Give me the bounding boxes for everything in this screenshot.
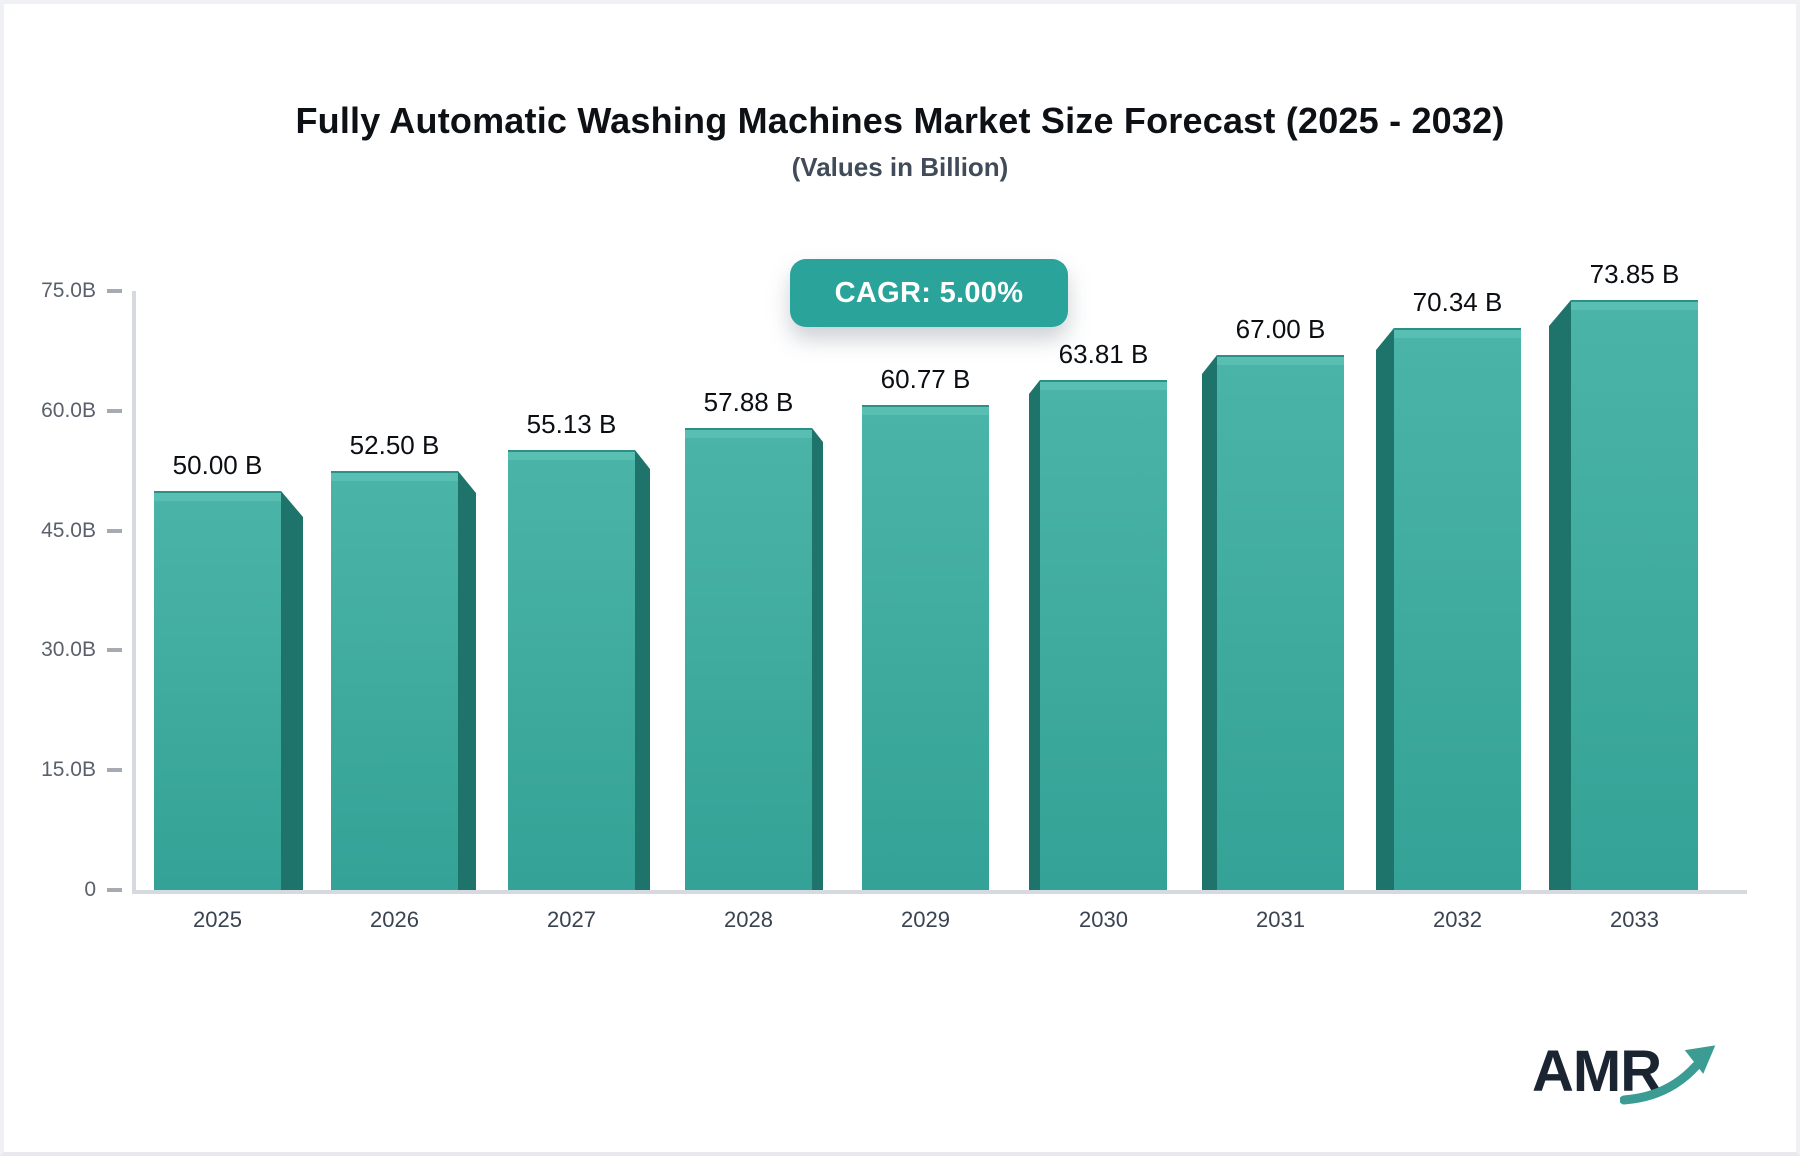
bar-value-label: 67.00 B: [1235, 314, 1326, 344]
x-axis-label: 2031: [1256, 907, 1305, 932]
y-axis-label: 0: [84, 878, 96, 901]
bar-value-label: 73.85 B: [1589, 259, 1680, 289]
bar-side: [635, 450, 650, 890]
y-axis-label: 75.0B: [41, 279, 96, 302]
x-axis-label: 2029: [901, 907, 950, 932]
y-axis-label: 15.0B: [41, 758, 96, 781]
bar-top-face: [331, 471, 458, 481]
x-axis-label: 2026: [370, 907, 419, 932]
bar-value-label: 63.81 B: [1058, 339, 1149, 369]
y-axis-tick: [107, 768, 122, 772]
bar-value-label: 57.88 B: [703, 387, 794, 417]
y-axis-tick: [107, 888, 122, 892]
x-axis-label: 2032: [1433, 907, 1482, 932]
x-axis-line: [132, 890, 1747, 894]
x-axis-label: 2027: [547, 907, 596, 932]
bar-top-face: [862, 405, 989, 415]
bar-value-label: 70.34 B: [1412, 287, 1503, 317]
x-axis-label: 2028: [724, 907, 773, 932]
y-axis-label: 30.0B: [41, 638, 96, 661]
bar-value-label: 55.13 B: [526, 409, 617, 439]
bar-top-face: [685, 428, 812, 438]
bar-side: [458, 471, 476, 890]
y-axis-label: 45.0B: [41, 519, 96, 542]
bar-2030: [1040, 380, 1167, 890]
bar-2025: [154, 491, 281, 890]
y-axis-tick: [107, 648, 122, 652]
bar-top-face: [1217, 355, 1344, 365]
bar-top-face: [1571, 300, 1698, 310]
x-axis-label: 2025: [193, 907, 242, 932]
bar-2026: [331, 471, 458, 890]
bar-2028: [685, 428, 812, 890]
page-title: Fully Automatic Washing Machines Market …: [295, 100, 1505, 141]
bar-side: [1376, 328, 1394, 890]
bar-value-label: 52.50 B: [349, 430, 440, 460]
x-axis-label: 2030: [1079, 907, 1128, 932]
cagr-badge: CAGR: 5.00%: [790, 259, 1068, 327]
bar-2032: [1394, 328, 1521, 890]
y-axis-label: 60.0B: [41, 399, 96, 422]
plot-area: 75.0B 60.0B 45.0B 30.0B 15.0B 0 50.00 B 2025 52.…: [4, 4, 1796, 1152]
bar-top-face: [508, 450, 635, 460]
bar-side: [281, 491, 303, 890]
bar-side: [1029, 380, 1040, 890]
bar-side: [1549, 300, 1571, 890]
bar-top-face: [1394, 328, 1521, 338]
bar-value-label: 50.00 B: [172, 450, 263, 480]
y-axis-tick: [107, 409, 122, 413]
bar-top-face: [1040, 380, 1167, 390]
y-axis-tick: [107, 529, 122, 533]
amr-logo-arrow-icon: [1620, 1045, 1716, 1105]
bar-value-label: 60.77 B: [880, 364, 971, 394]
bar-2027: [508, 450, 635, 890]
y-axis-line: [132, 291, 136, 894]
bar-2029: [862, 405, 989, 890]
bar-side: [812, 428, 823, 890]
cagr-badge-label: CAGR: 5.00%: [834, 276, 1024, 309]
page-subtitle: (Values in Billion): [791, 152, 1009, 182]
x-axis-label: 2033: [1610, 907, 1659, 932]
amr-logo: AMR: [1532, 1038, 1722, 1118]
bar-top-face: [154, 491, 281, 501]
bar-2033: [1571, 300, 1698, 890]
bar-side: [1202, 355, 1217, 890]
bar-2031: [1217, 355, 1344, 890]
y-axis-tick: [107, 289, 122, 293]
